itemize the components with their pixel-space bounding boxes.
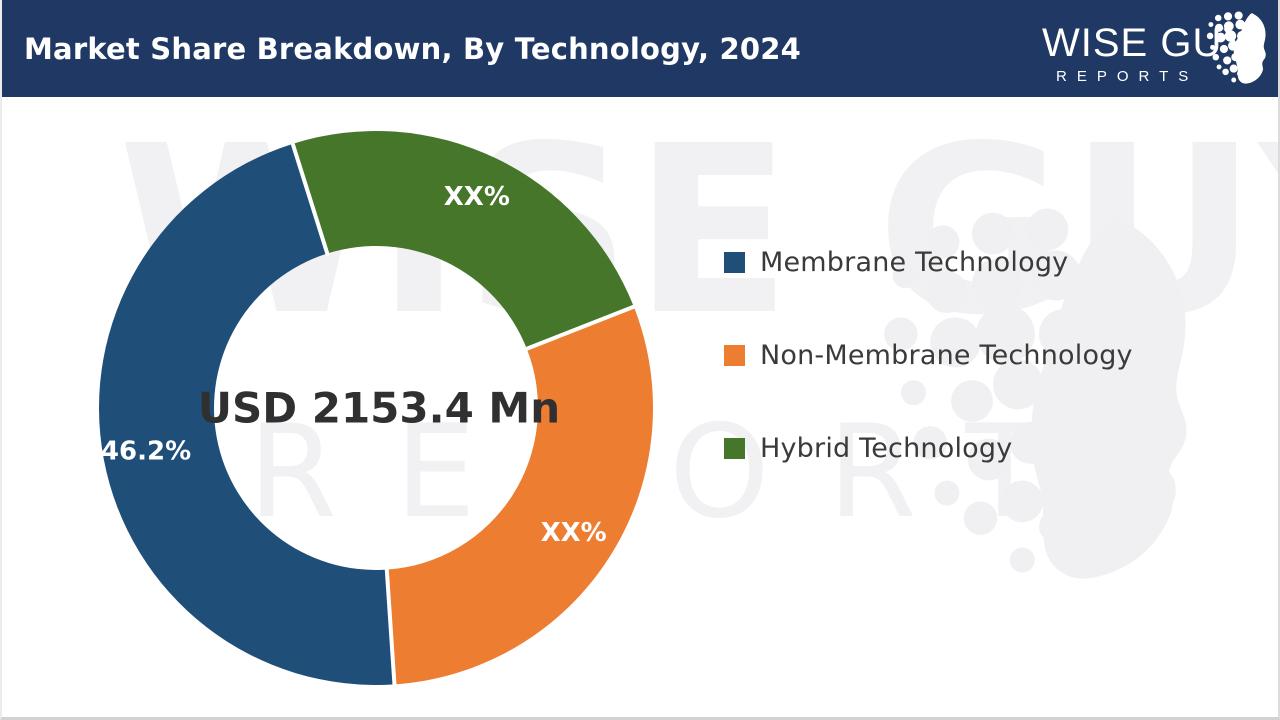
donut-segment-membrane-technology (98, 143, 395, 685)
chart-legend: Membrane Technology Non-Membrane Technol… (724, 247, 1133, 464)
donut-center-value: USD 2153.4 Mn (197, 383, 561, 433)
legend-item-hybrid-technology: Hybrid Technology (724, 433, 1133, 464)
wise-guy-reports-logo: WISE GUY REPORTS (1016, 7, 1268, 91)
page-title: Market Share Breakdown, By Technology, 2… (24, 31, 802, 66)
legend-item-membrane-technology: Membrane Technology (724, 247, 1133, 278)
legend-swatch-hybrid (724, 438, 745, 459)
segment-label-hybrid-technology: XX% (444, 182, 510, 212)
legend-label-non-membrane: Non-Membrane Technology (760, 340, 1133, 371)
donut-segment-non-membrane-technology (386, 306, 653, 685)
segment-label-membrane-technology: 46.2% (101, 436, 191, 466)
donut-segment-hybrid-technology (292, 131, 634, 349)
header-bar: Market Share Breakdown, By Technology, 2… (2, 0, 1278, 97)
logo-face-icon (1206, 11, 1266, 84)
segment-divider (384, 567, 397, 687)
legend-item-non-membrane-technology: Non-Membrane Technology (724, 340, 1133, 371)
logo-subtitle: REPORTS (1056, 68, 1199, 85)
legend-label-membrane: Membrane Technology (760, 247, 1069, 278)
legend-swatch-non-membrane (724, 345, 745, 366)
segment-divider (524, 304, 637, 352)
segment-label-non-membrane-technology: XX% (541, 518, 607, 548)
legend-label-hybrid: Hybrid Technology (760, 433, 1013, 464)
legend-swatch-membrane (724, 252, 745, 273)
segment-divider (290, 141, 330, 257)
